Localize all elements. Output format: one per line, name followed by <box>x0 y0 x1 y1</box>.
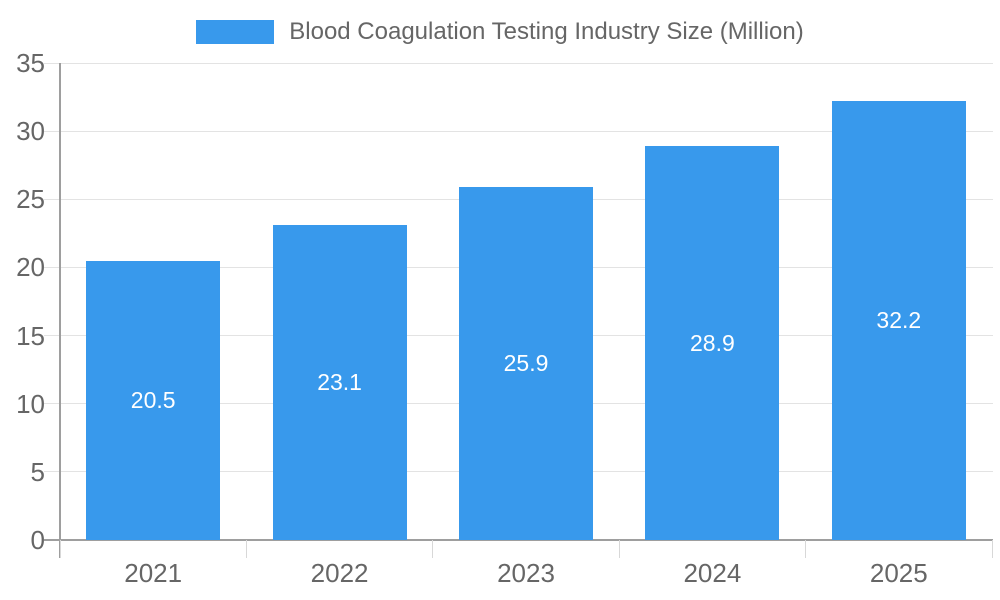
bar-value-label: 23.1 <box>317 369 362 396</box>
x-axis-baseline <box>60 539 993 541</box>
bar[interactable] <box>272 225 407 540</box>
bar[interactable] <box>831 101 966 540</box>
y-tick-mark <box>44 471 60 473</box>
legend[interactable]: Blood Coagulation Testing Industry Size … <box>0 14 1000 50</box>
x-axis-label: 2025 <box>869 558 928 588</box>
legend-swatch <box>196 20 275 44</box>
bar[interactable] <box>86 260 221 540</box>
bar-value-label: 32.2 <box>876 307 922 334</box>
y-gridline <box>60 62 993 64</box>
y-tick-mark <box>44 198 60 200</box>
x-axis-label: 2022 <box>310 558 369 588</box>
y-axis-label: 25 <box>16 184 45 215</box>
x-tick-mark <box>59 540 61 558</box>
y-axis-label: 15 <box>16 320 45 351</box>
bar[interactable] <box>645 146 780 540</box>
y-tick-mark <box>44 403 60 405</box>
y-tick-mark <box>44 266 60 268</box>
y-tick-mark <box>44 130 60 132</box>
y-tick-mark <box>44 335 60 337</box>
x-tick-mark <box>805 540 807 558</box>
x-tick-mark <box>432 540 434 558</box>
x-axis-label: 2023 <box>497 558 555 588</box>
bar[interactable] <box>459 187 593 540</box>
y-tick-mark <box>44 539 60 541</box>
y-axis-line <box>59 63 61 558</box>
x-axis-label: 2021 <box>124 558 183 588</box>
y-axis-label: 35 <box>16 48 45 78</box>
y-gridline <box>60 130 993 132</box>
x-axis-label: 2024 <box>683 558 742 588</box>
y-axis-label: 30 <box>16 116 45 147</box>
x-tick-mark <box>245 540 247 558</box>
bar-value-label: 28.9 <box>690 329 735 356</box>
bar-value-label: 20.5 <box>130 386 176 413</box>
y-axis-label: 0 <box>30 525 45 555</box>
x-tick-mark <box>618 540 620 558</box>
legend-label: Blood Coagulation Testing Industry Size … <box>289 18 804 45</box>
x-tick-mark <box>991 540 993 558</box>
y-axis-label: 5 <box>30 456 45 487</box>
y-axis-label: 20 <box>16 252 45 283</box>
bar-value-label: 25.9 <box>503 350 549 376</box>
y-tick-mark <box>44 62 60 64</box>
y-axis-label: 10 <box>16 388 45 419</box>
